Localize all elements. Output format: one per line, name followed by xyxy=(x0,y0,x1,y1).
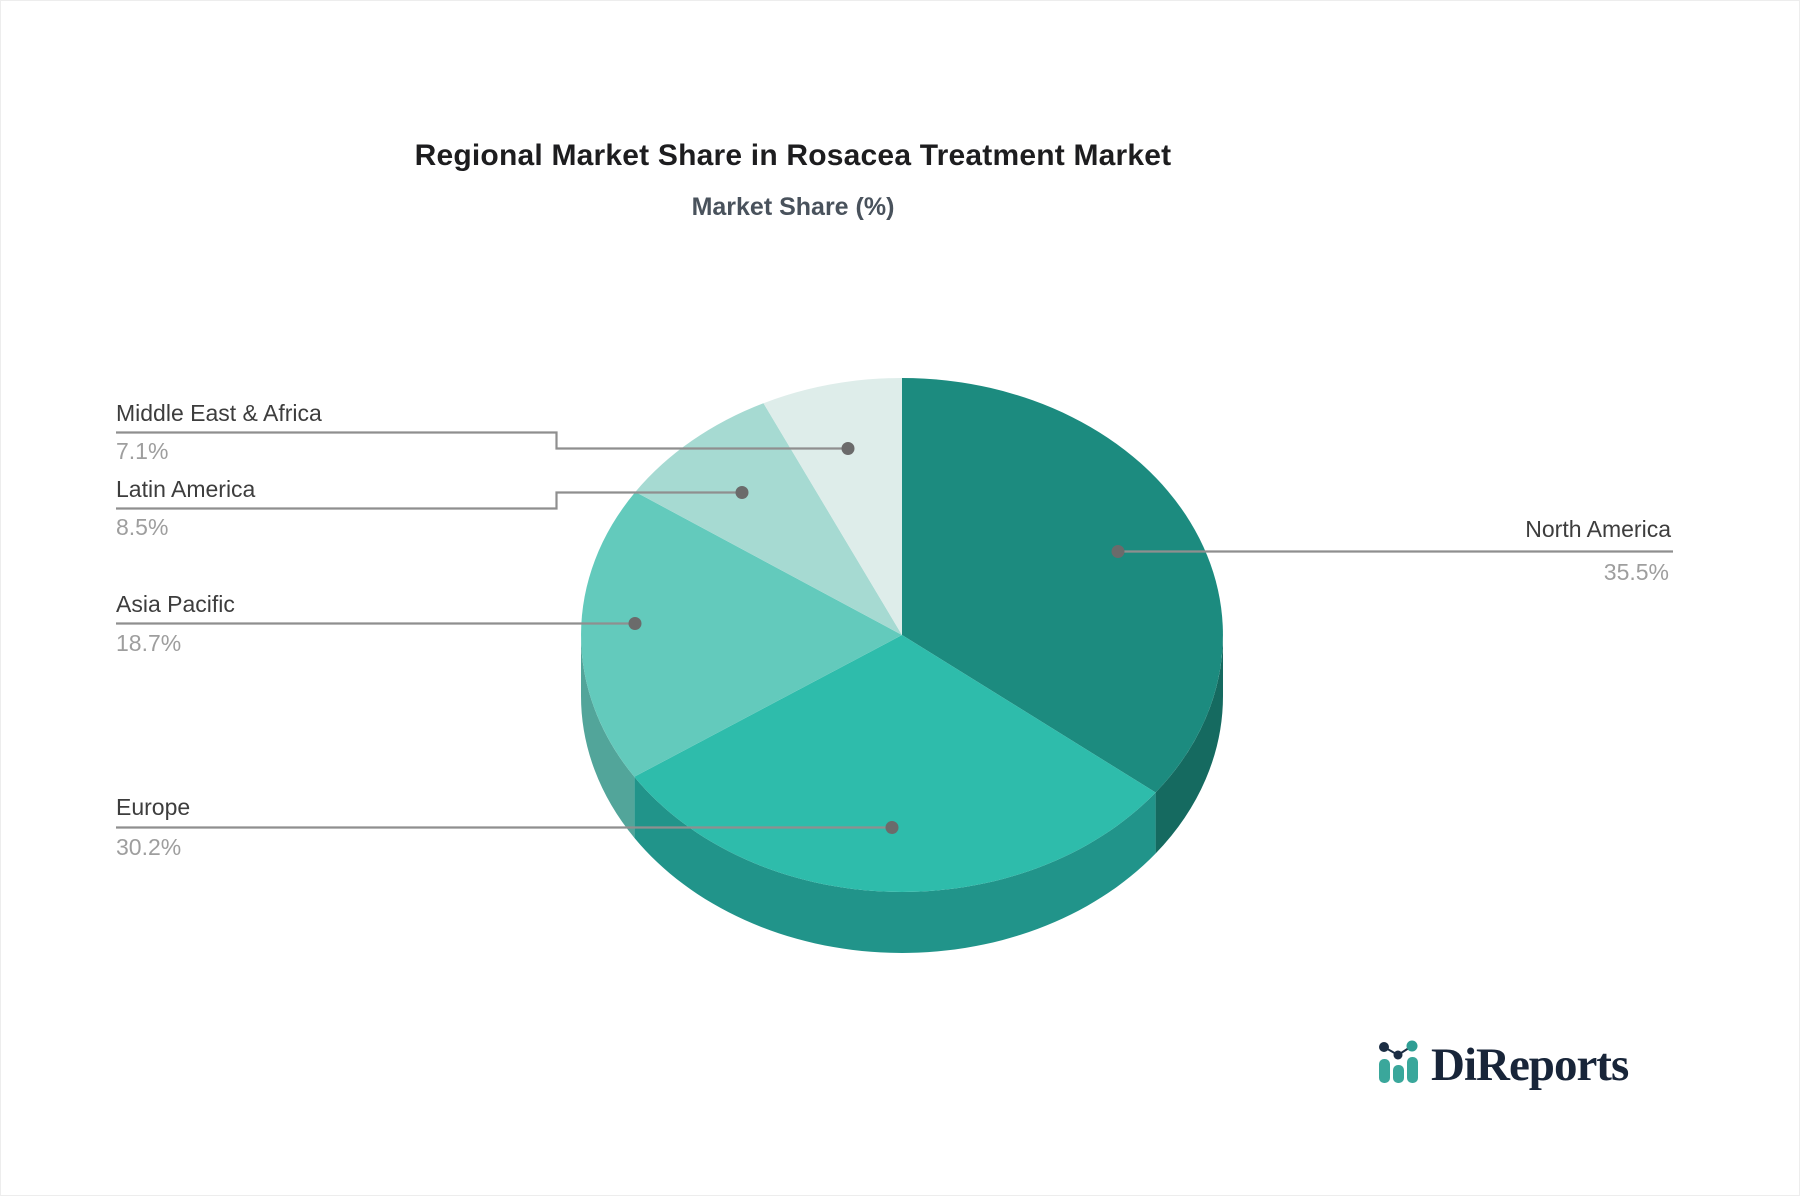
leader-dot-north-america xyxy=(1111,545,1125,558)
pie-slice-side-europe xyxy=(634,776,1156,953)
pie-slice-middle-east-africa[interactable] xyxy=(763,378,903,635)
leader-dot-europe xyxy=(885,821,899,834)
slice-value-middle-east-africa: 7.1% xyxy=(116,438,169,464)
pie-slice-side-north-america xyxy=(1155,635,1223,854)
slice-value-europe: 30.2% xyxy=(116,834,182,860)
slice-value-north-america: 35.5% xyxy=(1603,559,1669,585)
direports-logo-text: DiReports xyxy=(1431,1039,1629,1091)
chart-title: Regional Market Share in Rosacea Treatme… xyxy=(414,139,1172,172)
slice-label-middle-east-africa: Middle East & Africa xyxy=(116,400,322,426)
slice-value-latin-america: 8.5% xyxy=(116,514,169,540)
leader-dot-asia-pacific xyxy=(628,617,642,630)
direports-logo-icon xyxy=(1379,1040,1418,1083)
slice-label-latin-america: Latin America xyxy=(116,476,256,502)
slice-label-europe: Europe xyxy=(116,794,191,820)
pie-slice-asia-pacific[interactable] xyxy=(581,491,902,777)
pie-slice-north-america[interactable] xyxy=(902,378,1223,793)
leader-line-middle-east-africa xyxy=(116,431,848,450)
direports-logo: DiReports xyxy=(1377,1039,1629,1097)
slice-label-asia-pacific: Asia Pacific xyxy=(116,591,235,617)
chart-subtitle: Market Share (%) xyxy=(691,193,895,221)
leader-dot-latin-america xyxy=(735,486,749,499)
leader-line-latin-america xyxy=(116,491,742,510)
pie-slice-side-asia-pacific xyxy=(581,635,635,838)
pie-slice-latin-america[interactable] xyxy=(635,403,902,635)
leader-dot-middle-east-africa xyxy=(841,442,855,455)
slice-value-asia-pacific: 18.7% xyxy=(116,630,182,656)
slice-label-north-america: North America xyxy=(1525,516,1671,542)
